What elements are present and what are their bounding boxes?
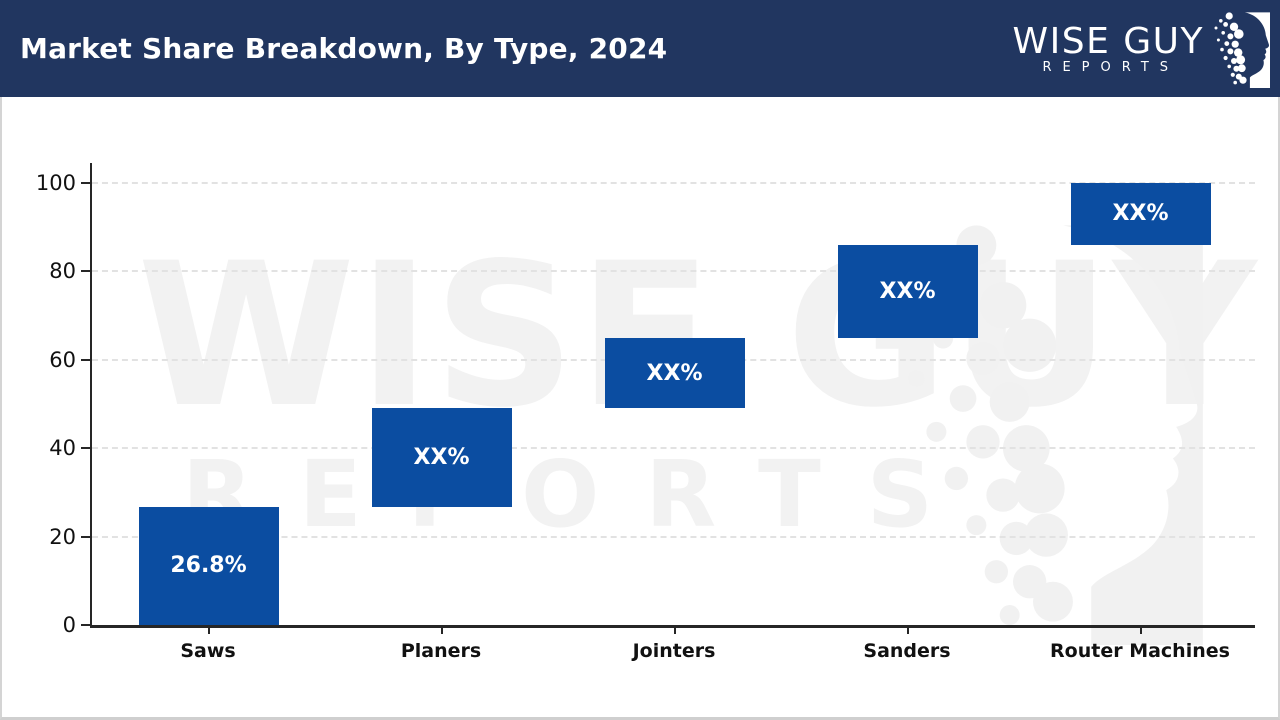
x-tick-mark-1	[440, 625, 443, 634]
x-axis-label: Saws	[180, 640, 236, 662]
gridline-20	[92, 535, 1255, 538]
gridline-100	[92, 182, 1255, 184]
x-tick-mark-3	[906, 625, 909, 634]
y-axis-tick-label: 20	[49, 524, 76, 549]
bar-value-label: XX%	[879, 278, 936, 304]
x-axis-label: Planers	[400, 640, 482, 662]
page-title: Market Share Breakdown, By Type, 2024	[20, 32, 668, 65]
logo-head-icon	[1214, 12, 1270, 88]
y-axis-tick-label: 0	[62, 613, 76, 637]
x-axis-label: Jointers	[632, 640, 716, 662]
bar-planers: XX%	[371, 408, 512, 507]
watermark-line2: REPORTS	[182, 441, 980, 548]
gridline-40	[92, 447, 1255, 450]
y-axis-tick-label: 80	[49, 259, 76, 284]
bar-sanders: XX%	[837, 244, 978, 338]
y-axis-tick-label: 60	[49, 347, 76, 372]
logo-wordmark-line2: REPORTS	[1042, 60, 1180, 76]
bar-value-label: XX%	[413, 444, 470, 470]
y-tick-mark-100	[81, 182, 90, 184]
gridline-80	[92, 270, 1255, 273]
bar-jointers: XX%	[604, 337, 745, 409]
header: Market Share Breakdown, By Type, 2024 WI…	[0, 0, 1280, 97]
logo-wordmark-line1: WISE GUY	[1012, 20, 1204, 62]
bar-value-label: XX%	[1112, 201, 1169, 227]
y-tick-mark-40	[81, 447, 90, 450]
x-tick-mark-2	[673, 625, 676, 634]
bar-router-machines: XX%	[1070, 183, 1211, 245]
y-tick-mark-60	[81, 358, 90, 361]
plot-area: 0 20 40 60 80 100 26.8% Saws XX% Planers XX% Jointe…	[36, 163, 1255, 662]
y-tick-mark-0	[81, 624, 90, 626]
x-tick-mark-0	[207, 625, 210, 634]
x-axis-label: Sanders	[863, 640, 951, 662]
x-tick-mark-4	[1139, 625, 1142, 634]
wise-guy-logo: WISE GUY REPORTS	[1012, 8, 1270, 90]
x-axis-label: Router Machines	[1050, 640, 1230, 662]
bar-value-label: XX%	[646, 360, 703, 386]
y-tick-mark-80	[81, 270, 90, 273]
bar-saws: 26.8%	[138, 506, 279, 625]
y-axis-tick-label: 100	[35, 171, 76, 195]
y-axis-tick-label: 40	[49, 436, 76, 461]
logo-wordmark: WISE GUY REPORTS	[1012, 20, 1205, 76]
chart-canvas: WISE GUY REPORTS 0 20 40 60 80 100 26.8% Saws XX…	[0, 97, 1280, 720]
y-tick-mark-20	[81, 535, 90, 538]
bar-value-label: 26.8%	[170, 553, 247, 579]
